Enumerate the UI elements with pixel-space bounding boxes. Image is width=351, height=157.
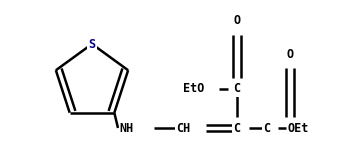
Text: O: O — [233, 14, 240, 27]
Text: NH: NH — [120, 122, 134, 135]
Text: C: C — [233, 122, 240, 135]
Text: EtO: EtO — [183, 82, 204, 95]
Text: C: C — [233, 82, 240, 95]
Text: OEt: OEt — [288, 122, 309, 135]
Text: CH: CH — [176, 122, 190, 135]
Text: O: O — [286, 48, 293, 60]
Text: S: S — [88, 38, 95, 51]
Text: C: C — [264, 122, 271, 135]
